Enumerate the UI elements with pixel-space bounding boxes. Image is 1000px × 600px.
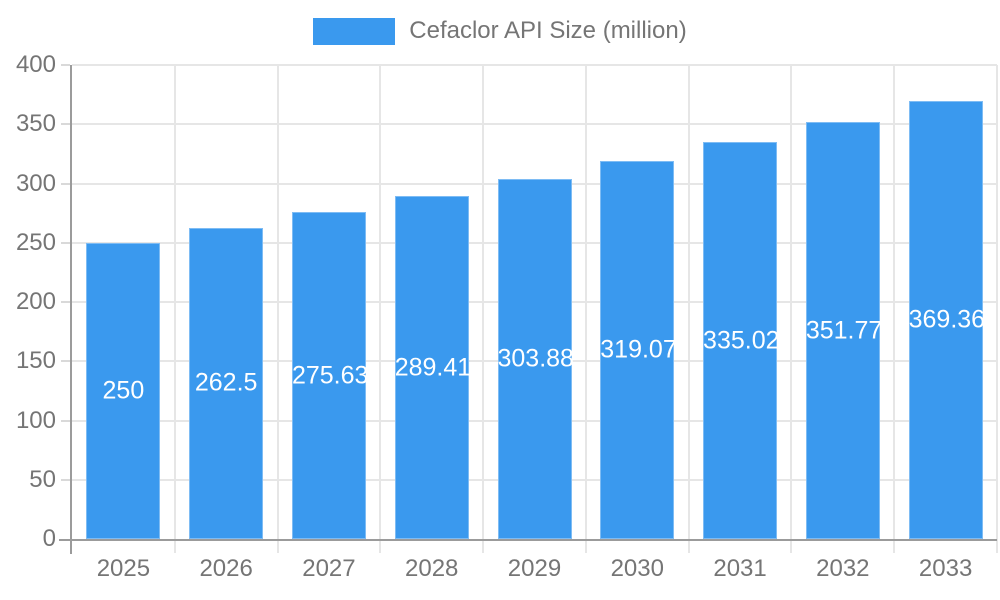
v-gridline [996, 65, 998, 553]
x-axis-labels: 2025 2026 2027 2028 2029 2030 2031 2032 2033 [72, 553, 997, 589]
v-gridline [584, 65, 587, 553]
v-gridline [276, 65, 279, 553]
y-tick [61, 360, 70, 363]
x-tick-label: 2027 [302, 555, 356, 582]
y-tick-label: 300 [15, 169, 56, 197]
y-axis-line [70, 65, 72, 554]
y-tick-label: 250 [15, 228, 56, 256]
bar: 289.41 [394, 196, 472, 539]
v-gridline [173, 65, 176, 553]
x-tick-label: 2025 [96, 555, 151, 582]
y-tick [61, 419, 70, 422]
y-tick-label: 150 [15, 347, 56, 375]
v-gridline [893, 65, 896, 553]
bar-value-label: 369.36 [908, 305, 986, 334]
bar-value-label: 250 [102, 376, 145, 405]
x-tick-label: 2031 [713, 555, 767, 582]
plot-area: 250 262.5 275.63 289.41 303.88 319.07 335.02 35… [59, 64, 998, 554]
bar-value-label: 335.02 [703, 326, 780, 354]
bar-value-label: 303.88 [497, 344, 574, 373]
bar-value-label: 275.63 [291, 361, 369, 390]
legend-item[interactable]: Cefaclor API Size (million) [313, 16, 687, 46]
y-tick-label: 50 [29, 465, 56, 493]
y-tick-label: 200 [15, 288, 56, 315]
v-gridline [379, 65, 382, 553]
bar: 275.63 [291, 212, 369, 539]
bar-value-label: 289.41 [394, 353, 472, 382]
bar: 351.77 [805, 122, 883, 539]
bar-value-label: 351.77 [805, 316, 883, 345]
y-tick [61, 241, 70, 244]
x-tick-label: 2029 [507, 555, 562, 582]
x-tick-label: 2033 [918, 555, 973, 582]
y-tick [61, 301, 70, 303]
bar: 319.07 [600, 160, 677, 539]
x-axis-line [59, 539, 997, 541]
h-gridline [72, 123, 997, 126]
v-gridline [687, 65, 690, 553]
x-tick-label: 2030 [610, 555, 664, 582]
legend-swatch-icon [313, 17, 396, 45]
v-gridline [790, 65, 793, 553]
x-tick-label: 2028 [405, 555, 459, 582]
y-axis-labels: 0 50 100 150 200 250 300 350 400 [0, 0, 56, 600]
y-tick-label: 100 [15, 406, 56, 434]
legend: Cefaclor API Size (million) [0, 16, 1000, 46]
x-tick-label: 2032 [816, 555, 870, 582]
bar: 250 [86, 242, 161, 539]
bar: 262.5 [189, 227, 264, 539]
y-tick-label: 0 [42, 525, 56, 552]
x-tick-label: 2026 [199, 555, 253, 582]
bar-value-label: 319.07 [600, 335, 677, 364]
h-gridline [72, 64, 997, 66]
y-tick [61, 182, 70, 185]
y-tick [61, 64, 70, 66]
y-tick-label: 350 [15, 110, 56, 138]
y-tick-label: 400 [15, 51, 56, 78]
y-tick [61, 123, 70, 126]
y-tick [61, 478, 70, 481]
bar: 303.88 [497, 178, 574, 539]
legend-label: Cefaclor API Size (million) [409, 17, 687, 44]
v-gridline [482, 65, 485, 553]
bar: 369.36 [908, 101, 986, 539]
bar: 335.02 [703, 142, 780, 539]
bar-value-label: 262.5 [194, 368, 258, 397]
